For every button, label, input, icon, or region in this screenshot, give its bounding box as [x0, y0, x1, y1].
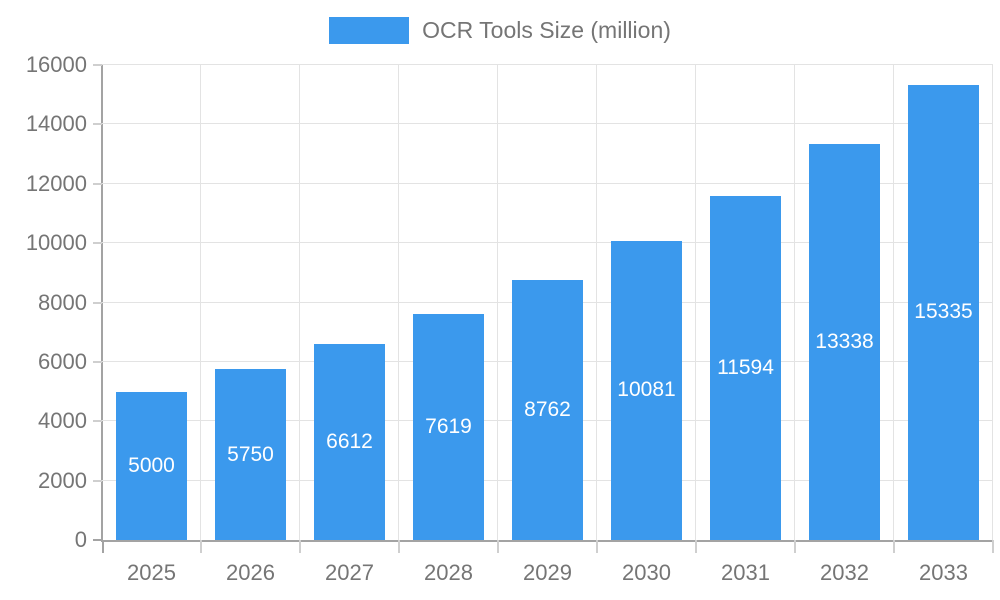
- legend: OCR Tools Size (million): [0, 17, 1000, 44]
- gridline-horizontal: [102, 123, 993, 125]
- plot-area: [101, 65, 994, 542]
- y-axis-tick: [93, 123, 102, 126]
- y-axis-tick: [93, 360, 102, 363]
- x-axis-label-2029: 2029: [523, 560, 572, 585]
- y-axis-tick: [93, 420, 102, 423]
- gridline-vertical: [695, 65, 696, 540]
- x-axis-label-2030: 2030: [622, 560, 671, 585]
- gridline-horizontal: [102, 182, 993, 184]
- x-axis-tick: [992, 540, 994, 553]
- bar-value-label-2028: 7619: [425, 414, 472, 438]
- x-axis-tick: [695, 540, 697, 553]
- x-axis-label-2033: 2033: [919, 560, 968, 585]
- x-axis-tick: [398, 540, 400, 553]
- bar-2027[interactable]: 6612: [314, 343, 385, 540]
- x-axis-tick: [299, 540, 301, 553]
- y-axis-label: 4000: [38, 408, 87, 434]
- bar-2025[interactable]: 5000: [116, 391, 187, 540]
- bar-value-label-2027: 6612: [326, 429, 373, 453]
- gridline-vertical: [497, 65, 498, 540]
- y-axis-label: 12000: [25, 170, 87, 196]
- x-axis-tick: [794, 540, 796, 553]
- y-axis-label: 10000: [25, 230, 87, 256]
- legend-swatch: [329, 17, 410, 44]
- y-axis-tick: [93, 301, 102, 304]
- x-axis-label-2032: 2032: [820, 560, 869, 585]
- gridline-vertical: [992, 65, 993, 540]
- legend-label: OCR Tools Size (million): [422, 17, 671, 43]
- bar-2028[interactable]: 7619: [413, 313, 484, 540]
- bar-value-label-2030: 10081: [617, 378, 676, 402]
- gridline-vertical: [794, 65, 795, 540]
- bar-value-label-2031: 11594: [717, 355, 774, 379]
- gridline-vertical: [596, 65, 597, 540]
- bar-2029[interactable]: 8762: [512, 279, 583, 540]
- legend-item[interactable]: OCR Tools Size (million): [329, 17, 671, 44]
- x-axis-tick: [200, 540, 202, 553]
- bar-value-label-2032: 13338: [815, 330, 874, 353]
- y-axis-tick: [93, 242, 102, 245]
- gridline-horizontal: [102, 242, 993, 244]
- y-axis-label: 2000: [38, 467, 87, 493]
- bar-2032[interactable]: 13338: [809, 144, 880, 540]
- y-axis-label: 0: [74, 527, 87, 552]
- x-axis-label-2031: 2031: [721, 560, 770, 585]
- gridline-vertical: [299, 65, 300, 540]
- x-axis-label-2025: 2025: [127, 560, 176, 585]
- y-axis-tick: [93, 64, 102, 66]
- gridline-horizontal: [102, 64, 993, 65]
- x-axis-origin-tick: [102, 540, 104, 553]
- y-axis-tick: [93, 479, 102, 482]
- bar-2026[interactable]: 5750: [215, 369, 286, 540]
- x-axis-label-2027: 2027: [325, 560, 374, 585]
- bar-value-label-2025: 5000: [128, 453, 175, 477]
- y-axis-label: 14000: [25, 111, 87, 137]
- x-axis-label-2026: 2026: [226, 560, 275, 585]
- bar-value-label-2026: 5750: [227, 442, 274, 466]
- gridline-vertical: [893, 65, 894, 540]
- gridline-vertical: [200, 65, 201, 540]
- x-axis-label-2028: 2028: [424, 560, 473, 585]
- x-axis-tick: [893, 540, 895, 553]
- bar-2033[interactable]: 15335: [908, 84, 979, 540]
- gridline-vertical: [398, 65, 399, 540]
- y-axis-label: 8000: [38, 289, 87, 315]
- y-axis-label: 16000: [25, 52, 87, 77]
- bar-2030[interactable]: 10081: [611, 240, 682, 540]
- y-axis-tick: [93, 539, 102, 541]
- bar-value-label-2029: 8762: [524, 397, 571, 421]
- y-axis-label: 6000: [38, 348, 87, 374]
- x-axis-tick: [497, 540, 499, 553]
- bar-2031[interactable]: 11594: [710, 195, 781, 540]
- x-axis-tick: [596, 540, 598, 553]
- y-axis-tick: [93, 182, 102, 185]
- bar-value-label-2033: 15335: [914, 300, 973, 324]
